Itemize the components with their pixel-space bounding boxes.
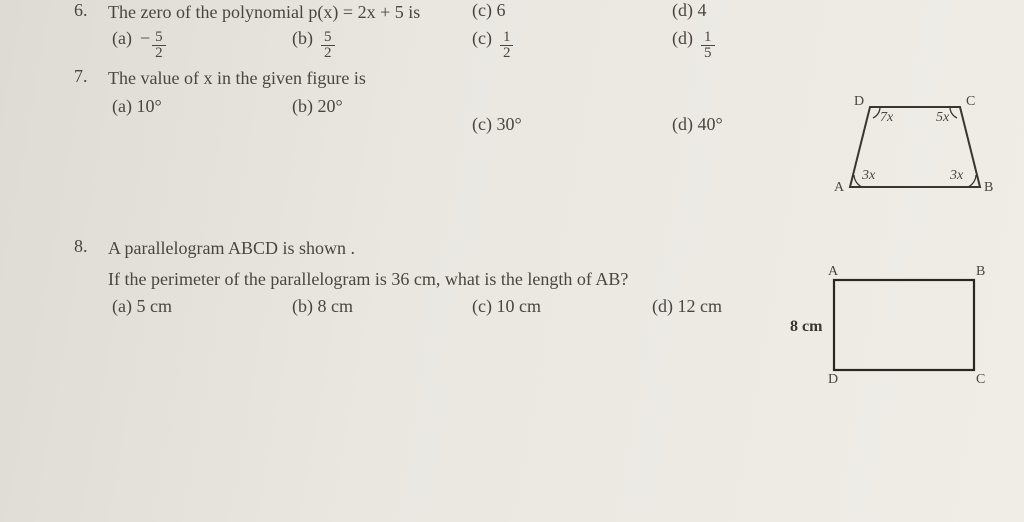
q6-optb-frac: 5 2 bbox=[321, 30, 335, 61]
q6-text: The zero of the polynomial p(x) = 2x + 5… bbox=[108, 0, 420, 25]
q6-stem: 6. The zero of the polynomial p(x) = 2x … bbox=[74, 0, 420, 25]
angle-b-arc bbox=[968, 175, 976, 187]
q7-option-a: (a) 10° bbox=[112, 96, 292, 135]
q8-line1: A parallelogram ABCD is shown . bbox=[108, 236, 628, 261]
para-side-label: 8 cm bbox=[790, 318, 822, 336]
q7-stem: 7. The value of x in the given figure is bbox=[74, 66, 366, 91]
q7-optc: (c) 30° bbox=[472, 114, 522, 135]
q7-option-c: (c) 30° bbox=[472, 114, 672, 135]
q6-option-b: (b) 5 2 bbox=[292, 28, 472, 59]
q6-option-c: (c) 6 bbox=[472, 0, 672, 21]
q6-number: 6. bbox=[74, 0, 108, 21]
trap-label-D: D bbox=[854, 94, 864, 110]
q6-optd-label: (d) 4 bbox=[672, 0, 707, 21]
q7-opta: (a) 10° bbox=[112, 96, 162, 117]
q7-option-c-frac: (c) 1 2 bbox=[472, 28, 672, 59]
worksheet-page: 6. The zero of the polynomial p(x) = 2x … bbox=[0, 0, 1024, 522]
trap-label-A: A bbox=[834, 180, 844, 196]
q8-option-a: (a) 5 cm bbox=[112, 296, 292, 317]
trap-angle-D: 7x bbox=[880, 110, 893, 126]
q7-optb: (b) 20° bbox=[292, 96, 343, 117]
q7-optd: (d) 40° bbox=[672, 114, 723, 135]
para-label-C: C bbox=[976, 372, 985, 388]
q7-option-b: (b) 20° bbox=[292, 96, 472, 135]
q6-optc-label: (c) 6 bbox=[472, 0, 505, 21]
q6-opta-prefix: − bbox=[140, 28, 150, 49]
q6-opta-label: (a) bbox=[112, 28, 132, 49]
q7-optc-frac: 1 2 bbox=[500, 30, 514, 61]
q8-optb: (b) 8 cm bbox=[292, 296, 353, 317]
q7-text: The value of x in the given figure is bbox=[108, 66, 366, 91]
q6-optb-label: (b) bbox=[292, 28, 313, 49]
para-label-B: B bbox=[976, 264, 985, 280]
q8-number: 8. bbox=[74, 236, 108, 257]
q8-block: 8. A parallelogram ABCD is shown . If th… bbox=[74, 236, 628, 292]
para-label-D: D bbox=[828, 372, 838, 388]
trap-angle-C: 5x bbox=[936, 110, 949, 126]
trap-angle-B: 3x bbox=[950, 168, 963, 184]
angle-c-arc bbox=[950, 107, 957, 118]
q7-optd-label: (d) bbox=[672, 28, 693, 49]
q7-option-d-frac: (d) 1 5 bbox=[672, 28, 715, 59]
q7-number: 7. bbox=[74, 66, 108, 87]
q8-option-b: (b) 8 cm bbox=[292, 296, 472, 317]
q6-option-a: (a) − 5 2 bbox=[112, 28, 292, 59]
angle-d-arc bbox=[873, 107, 880, 118]
q8-line2: If the perimeter of the parallelogram is… bbox=[108, 267, 628, 292]
q7-optd-frac: 1 5 bbox=[701, 30, 715, 61]
trapezoid-figure: D C A B 7x 5x 3x 3x bbox=[840, 92, 990, 202]
trap-label-C: C bbox=[966, 94, 975, 110]
q8-opta: (a) 5 cm bbox=[112, 296, 172, 317]
trap-label-B: B bbox=[984, 180, 993, 196]
q6-opta-frac: 5 2 bbox=[152, 30, 166, 61]
q8-optc: (c) 10 cm bbox=[472, 296, 541, 317]
angle-a-arc bbox=[854, 175, 862, 187]
parallelogram-rect bbox=[834, 280, 974, 370]
q8-optd: (d) 12 cm bbox=[652, 296, 722, 317]
para-label-A: A bbox=[828, 264, 838, 280]
q7-option-d: (d) 40° bbox=[672, 114, 723, 135]
q8-option-c: (c) 10 cm bbox=[472, 296, 652, 317]
parallelogram-figure: A B C D 8 cm bbox=[790, 262, 990, 392]
trap-angle-A: 3x bbox=[862, 168, 875, 184]
q7-optc-label: (c) bbox=[472, 28, 492, 49]
q6-option-d: (d) 4 bbox=[672, 0, 707, 21]
q8-option-d: (d) 12 cm bbox=[652, 296, 722, 317]
